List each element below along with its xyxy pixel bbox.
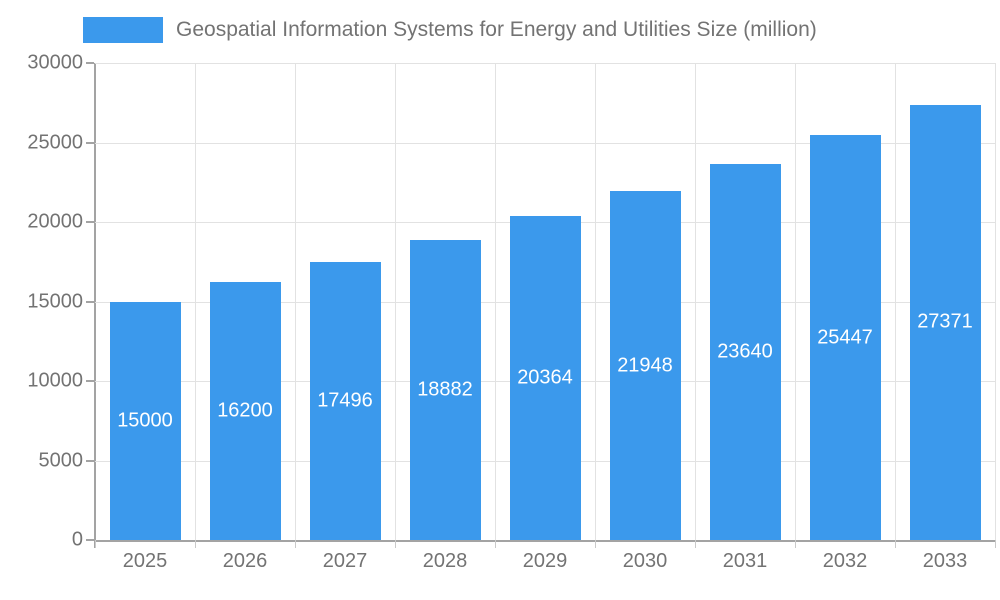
x-gridline <box>795 63 796 540</box>
x-gridline <box>195 63 196 540</box>
y-axis-label: 30000 <box>27 51 83 74</box>
x-axis-tick <box>195 540 196 548</box>
x-axis-label-2033: 2033 <box>922 550 968 572</box>
y-axis-tick <box>86 300 94 303</box>
x-gridline <box>895 63 896 540</box>
y-gridline <box>95 142 995 144</box>
x-axis-label-2030: 2030 <box>622 550 668 572</box>
x-gridline <box>995 63 996 540</box>
y-axis-label: 5000 <box>38 449 84 471</box>
plot-area: 0 5000 10000 15000 20000 25000 30000 15000 2025 1… <box>27 52 996 572</box>
bar-2032[interactable]: 25447 <box>809 135 881 540</box>
bar-value-label: 15000 <box>117 409 173 432</box>
bar-2027[interactable]: 17496 <box>309 261 381 540</box>
x-gridline <box>695 63 696 540</box>
bar-value-label: 16200 <box>217 399 273 422</box>
x-gridline <box>495 63 496 540</box>
x-axis-tick <box>995 540 996 548</box>
y-axis-tick <box>86 380 94 382</box>
y-axis-label: 0 <box>71 528 83 551</box>
bar-value-label: 27371 <box>917 310 973 333</box>
x-axis-label-2028: 2028 <box>422 550 468 572</box>
x-axis-tick <box>695 540 696 548</box>
x-axis-tick <box>595 540 596 548</box>
y-axis-tick <box>86 62 94 64</box>
bar-value-label: 23640 <box>717 340 773 363</box>
x-axis-line <box>94 540 995 542</box>
y-axis-tick <box>86 221 94 223</box>
y-axis-tick <box>86 141 94 144</box>
y-axis-label: 15000 <box>27 290 83 312</box>
y-axis-tick <box>86 459 94 462</box>
bar-value-label: 25447 <box>817 326 873 349</box>
x-axis-tick <box>95 540 96 548</box>
x-axis-label-2031: 2031 <box>722 550 768 572</box>
bar-2028[interactable]: 18882 <box>409 239 481 540</box>
legend-label: Geospatial Information Systems for Energ… <box>176 18 817 41</box>
y-axis-line <box>94 63 96 548</box>
x-axis-label-2026: 2026 <box>222 550 268 572</box>
bar-value-label: 20364 <box>517 366 573 389</box>
x-axis-tick <box>295 540 296 548</box>
bar-2031[interactable]: 23640 <box>709 164 781 540</box>
bar-2026[interactable]: 16200 <box>209 282 281 540</box>
chart-legend[interactable]: Geospatial Information Systems for Energ… <box>83 17 817 43</box>
x-axis-tick <box>795 540 796 548</box>
x-axis-label-2029: 2029 <box>522 550 568 572</box>
x-gridline <box>595 63 596 540</box>
y-axis-label: 10000 <box>27 369 83 392</box>
y-axis-label: 20000 <box>27 210 83 233</box>
y-gridline <box>95 63 995 64</box>
x-axis-label-2027: 2027 <box>322 550 368 572</box>
x-axis-tick <box>495 540 496 548</box>
x-gridline <box>295 63 296 540</box>
bar-2029[interactable]: 20364 <box>509 216 581 540</box>
bar-2030[interactable]: 21948 <box>609 191 681 540</box>
y-axis-tick <box>86 539 94 541</box>
x-axis-label-2025: 2025 <box>122 550 168 572</box>
legend-swatch-icon <box>83 17 163 43</box>
bar-2025[interactable]: 15000 <box>109 301 181 540</box>
x-axis-label-2032: 2032 <box>822 550 868 572</box>
bar-value-label: 21948 <box>617 354 673 377</box>
bar-2033[interactable]: 27371 <box>909 104 981 540</box>
x-axis-tick <box>395 540 396 548</box>
x-axis-tick <box>895 540 896 548</box>
bar-value-label: 17496 <box>317 389 373 412</box>
x-gridline <box>395 63 396 540</box>
bar-value-label: 18882 <box>417 378 473 401</box>
y-axis-label: 25000 <box>27 131 83 153</box>
